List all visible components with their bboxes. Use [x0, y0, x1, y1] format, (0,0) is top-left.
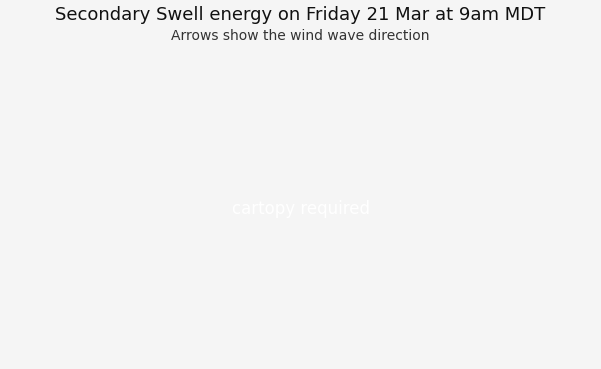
- Text: cartopy required: cartopy required: [231, 200, 370, 218]
- Text: Arrows show the wind wave direction: Arrows show the wind wave direction: [171, 29, 430, 43]
- Text: Secondary Swell energy on Friday 21 Mar at 9am MDT: Secondary Swell energy on Friday 21 Mar …: [55, 6, 546, 24]
